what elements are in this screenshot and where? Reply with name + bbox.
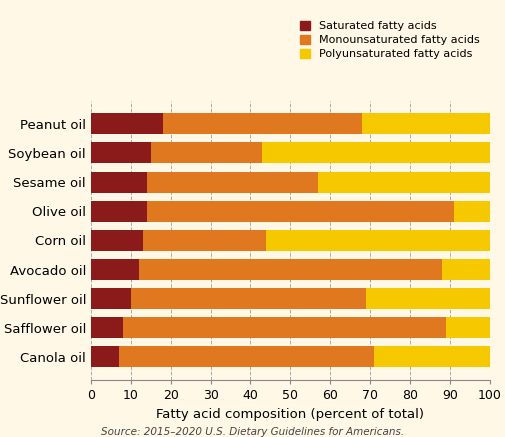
X-axis label: Fatty acid composition (percent of total): Fatty acid composition (percent of total…	[157, 408, 424, 421]
Legend: Saturated fatty acids, Monounsaturated fatty acids, Polyunsaturated fatty acids: Saturated fatty acids, Monounsaturated f…	[296, 17, 484, 63]
Bar	[91, 201, 147, 222]
Text: Source: 2015–2020 U.S. Dietary Guidelines for Americans.: Source: 2015–2020 U.S. Dietary Guideline…	[101, 427, 404, 437]
Bar	[91, 288, 131, 309]
Bar	[374, 347, 490, 368]
Bar	[91, 347, 119, 368]
Bar	[139, 259, 442, 280]
Bar	[91, 113, 163, 134]
Bar	[91, 230, 143, 251]
Bar	[454, 201, 490, 222]
Bar	[91, 259, 139, 280]
Bar	[318, 172, 490, 193]
Bar	[147, 201, 454, 222]
Bar	[143, 230, 267, 251]
Bar	[442, 259, 490, 280]
Bar	[147, 172, 318, 193]
Bar	[362, 113, 490, 134]
Bar	[267, 230, 490, 251]
Bar	[123, 317, 446, 338]
Bar	[119, 347, 374, 368]
Bar	[91, 317, 123, 338]
Bar	[131, 288, 366, 309]
Bar	[91, 172, 147, 193]
Bar	[163, 113, 362, 134]
Bar	[151, 142, 263, 163]
Bar	[263, 142, 490, 163]
Bar	[91, 142, 151, 163]
Bar	[446, 317, 490, 338]
Bar	[366, 288, 490, 309]
